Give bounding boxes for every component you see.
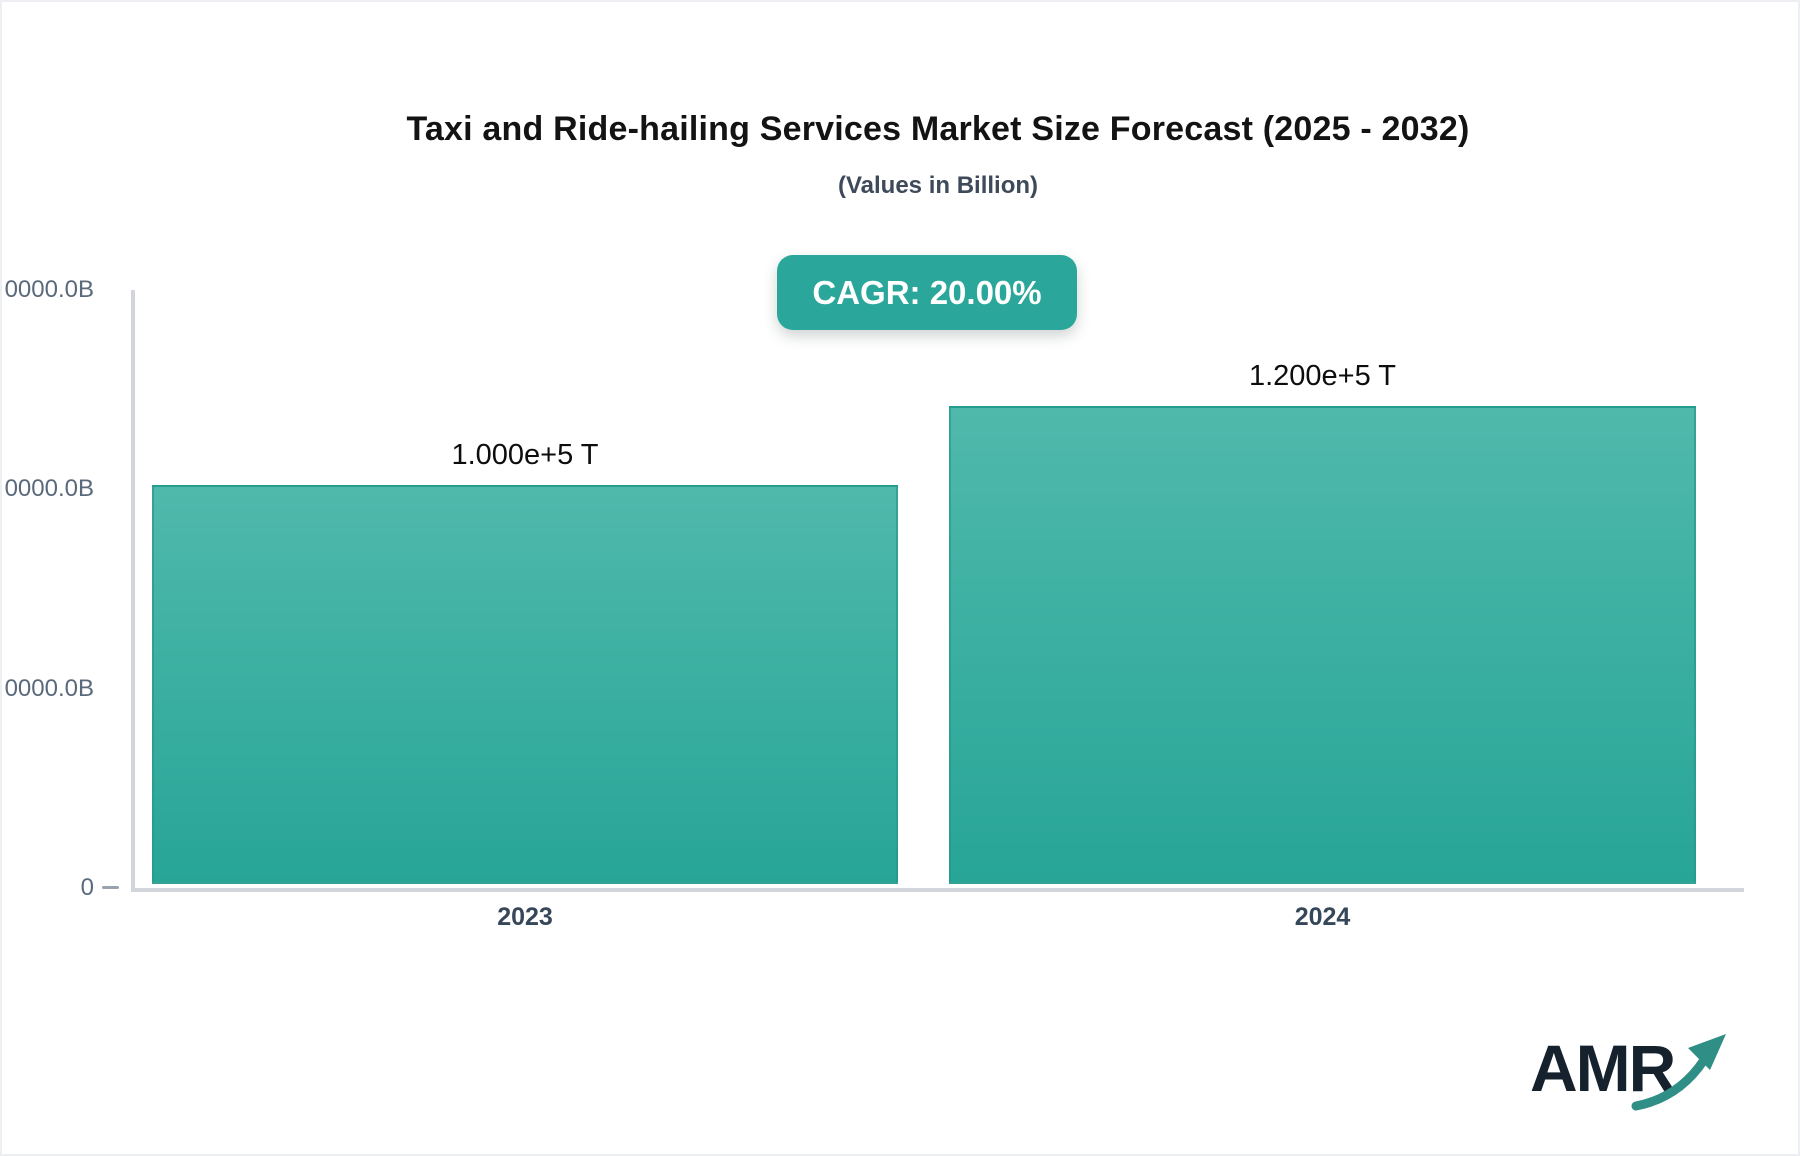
x-axis-category-label: 2024: [1294, 903, 1351, 931]
growth-arrow-icon: [1631, 1034, 1726, 1111]
y-axis-tick-mark: [102, 886, 119, 889]
chart-title: Taxi and Ride-hailing Services Market Si…: [406, 110, 1470, 148]
x-axis-line: [131, 888, 1744, 892]
chart-subtitle: (Values in Billion): [837, 172, 1039, 199]
bar-group-2023: 1.000e+5 T: [152, 439, 898, 884]
y-axis-line: [131, 290, 135, 892]
amr-logo-text: AMR: [1530, 1031, 1676, 1105]
y-axis-tick-label: 0000.0B: [4, 276, 94, 303]
y-axis-tick-label: 0000.0B: [4, 675, 94, 702]
y-axis-tick-label: 0: [80, 874, 94, 901]
cagr-badge: CAGR: 20.00%: [777, 255, 1077, 330]
y-axis-tick-label: 0000.0B: [4, 475, 94, 502]
bar-value-label: 1.000e+5 T: [451, 439, 599, 471]
bar-group-2024: 1.200e+5 T: [949, 360, 1696, 884]
bar-value-label: 1.200e+5 T: [1248, 360, 1396, 392]
x-axis-category-label: 2023: [497, 903, 553, 931]
amr-logo: AMR: [1530, 1030, 1770, 1130]
bar[interactable]: [949, 406, 1696, 884]
bar[interactable]: [152, 485, 898, 884]
